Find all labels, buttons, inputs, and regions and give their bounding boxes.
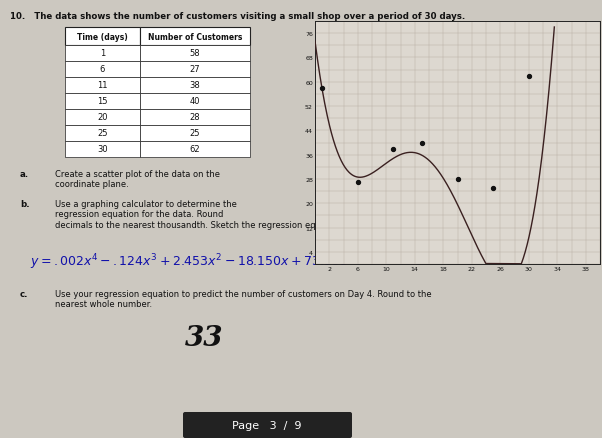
Text: 25: 25 bbox=[98, 129, 108, 138]
Text: Create a scatter plot of the data on the
coordinate plane.: Create a scatter plot of the data on the… bbox=[55, 170, 220, 189]
Point bbox=[353, 179, 362, 186]
Point bbox=[524, 73, 533, 80]
Text: a.: a. bbox=[20, 170, 29, 179]
Text: Time (days): Time (days) bbox=[77, 32, 128, 42]
FancyBboxPatch shape bbox=[65, 141, 140, 158]
Point bbox=[317, 85, 327, 92]
FancyBboxPatch shape bbox=[65, 126, 140, 141]
FancyBboxPatch shape bbox=[65, 78, 140, 94]
Text: 27: 27 bbox=[190, 65, 200, 74]
Text: 33: 33 bbox=[185, 324, 223, 351]
FancyBboxPatch shape bbox=[65, 28, 140, 46]
Text: Page   3  /  9: Page 3 / 9 bbox=[232, 420, 302, 430]
Text: 58: 58 bbox=[190, 49, 200, 58]
Text: 40: 40 bbox=[190, 97, 200, 106]
FancyBboxPatch shape bbox=[140, 78, 250, 94]
FancyBboxPatch shape bbox=[140, 28, 250, 46]
Text: 20: 20 bbox=[98, 113, 108, 122]
Text: $y=.002x^4-.124x^3+2.453x^2-18.150x+73.393$: $y=.002x^4-.124x^3+2.453x^2-18.150x+73.3… bbox=[30, 251, 349, 271]
FancyBboxPatch shape bbox=[140, 141, 250, 158]
FancyBboxPatch shape bbox=[140, 46, 250, 62]
Text: 1: 1 bbox=[100, 49, 105, 58]
FancyBboxPatch shape bbox=[140, 94, 250, 110]
FancyBboxPatch shape bbox=[140, 110, 250, 126]
Text: 10.   The data shows the number of customers visiting a small shop over a period: 10. The data shows the number of custome… bbox=[10, 12, 465, 21]
FancyBboxPatch shape bbox=[65, 46, 140, 62]
Text: Use your regression equation to predict the number of customers on Day 4. Round : Use your regression equation to predict … bbox=[55, 290, 432, 309]
Text: Number of Customers: Number of Customers bbox=[148, 32, 242, 42]
FancyBboxPatch shape bbox=[65, 62, 140, 78]
Text: 25: 25 bbox=[190, 129, 200, 138]
Point bbox=[388, 146, 398, 153]
Text: 6: 6 bbox=[100, 65, 105, 74]
Text: b.: b. bbox=[20, 200, 29, 208]
FancyBboxPatch shape bbox=[140, 62, 250, 78]
FancyBboxPatch shape bbox=[183, 412, 352, 438]
FancyBboxPatch shape bbox=[140, 126, 250, 141]
Text: 38: 38 bbox=[190, 81, 200, 90]
Text: 62: 62 bbox=[190, 145, 200, 154]
Point bbox=[488, 185, 498, 192]
FancyBboxPatch shape bbox=[65, 94, 140, 110]
Text: c.: c. bbox=[20, 290, 28, 298]
Text: Use a graphing calculator to determine the
regression equation for the data. Rou: Use a graphing calculator to determine t… bbox=[55, 200, 448, 229]
Text: 11: 11 bbox=[98, 81, 108, 90]
Text: 15: 15 bbox=[98, 97, 108, 106]
Text: 30: 30 bbox=[97, 145, 108, 154]
FancyBboxPatch shape bbox=[65, 110, 140, 126]
Text: 28: 28 bbox=[190, 113, 200, 122]
Point bbox=[417, 140, 427, 147]
Point bbox=[453, 176, 462, 183]
